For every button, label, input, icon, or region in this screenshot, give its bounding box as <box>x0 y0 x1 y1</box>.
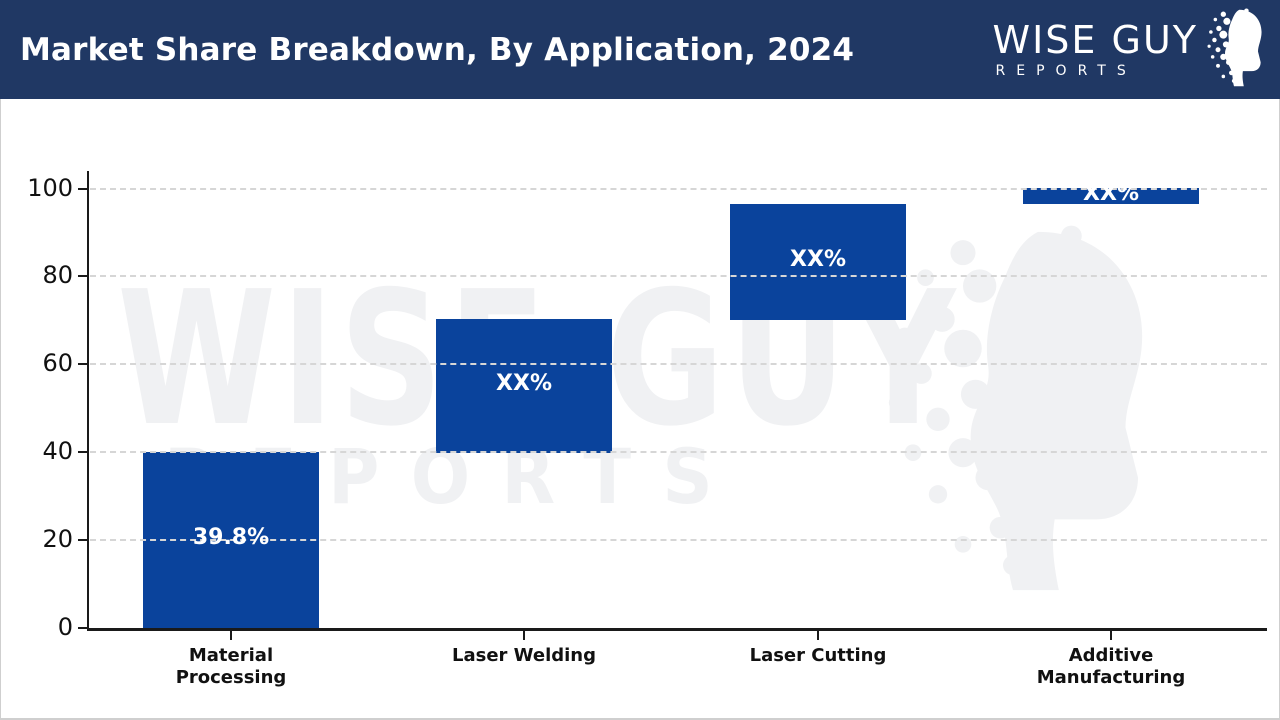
watermark-face-icon <box>863 219 1163 607</box>
brand-subtitle: REPORTS <box>995 62 1137 79</box>
y-gridline <box>90 451 1267 454</box>
bar-value-label: 39.8% <box>192 525 270 551</box>
bar-value-label: XX% <box>1083 180 1139 206</box>
y-axis-line <box>87 171 89 630</box>
y-tick <box>78 275 89 278</box>
y-tick-label: 60 <box>42 349 73 378</box>
y-tick <box>78 451 89 454</box>
brand-name: WISE GUY <box>992 17 1198 62</box>
x-category-label: Additive Manufacturing <box>1036 645 1186 688</box>
bar-value-label: XX% <box>790 246 846 272</box>
y-tick <box>78 539 89 542</box>
brand-face-icon <box>1202 5 1266 95</box>
y-tick <box>78 363 89 366</box>
y-tick-label: 40 <box>42 437 73 466</box>
chart-card: WISE GUY REPORTS 39.8% XX% XX% XX% 0 20 40 60 80… <box>0 99 1280 720</box>
bar-laser-welding <box>436 318 612 454</box>
x-tick <box>523 631 525 640</box>
x-axis-line <box>87 628 1267 631</box>
y-tick-label: 20 <box>42 525 73 554</box>
x-category-label: Laser Cutting <box>749 645 887 666</box>
brand-logo: WISE GUY REPORTS <box>993 5 1266 95</box>
x-category-label: Material Processing <box>175 645 287 688</box>
x-category-label: Laser Welding <box>451 645 597 666</box>
y-tick-label: 0 <box>57 613 73 641</box>
y-tick <box>78 187 89 190</box>
y-gridline <box>90 363 1267 366</box>
bar-laser-cutting <box>730 203 906 320</box>
bar-value-label: XX% <box>496 370 552 396</box>
page-title: Market Share Breakdown, By Application, … <box>20 31 855 68</box>
plot-area: 39.8% XX% XX% XX% 0 20 40 60 80 100 Material Proce… <box>1 99 1279 718</box>
y-tick <box>78 627 89 629</box>
y-gridline <box>90 539 1267 542</box>
y-tick-label: 80 <box>42 261 73 290</box>
x-tick <box>817 631 819 640</box>
y-gridline <box>90 275 1267 278</box>
bar-additive-manufacturing <box>1023 187 1199 204</box>
y-gridline <box>90 187 1267 190</box>
header-bar: Market Share Breakdown, By Application, … <box>0 0 1280 99</box>
x-tick <box>1110 631 1112 640</box>
x-tick <box>230 631 232 640</box>
brand-logo-text: WISE GUY REPORTS <box>993 21 1198 79</box>
y-tick-label: 100 <box>27 173 73 202</box>
